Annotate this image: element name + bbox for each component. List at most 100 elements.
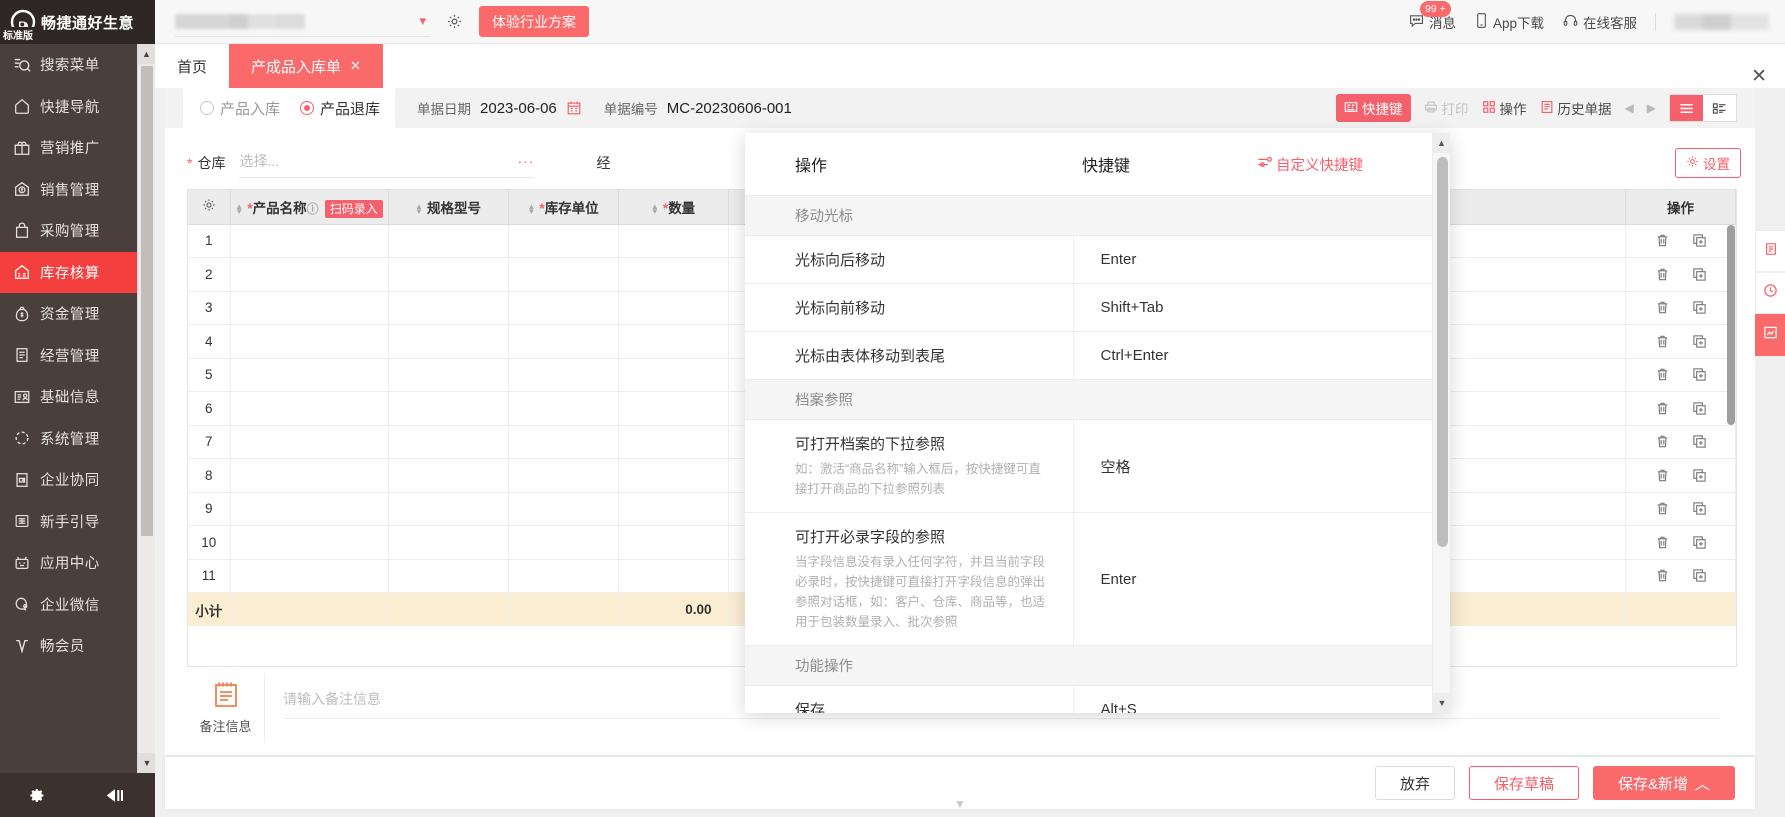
shortcut-keys-button[interactable]: 快捷键	[1336, 94, 1411, 122]
print-button[interactable]: 打印	[1424, 98, 1469, 118]
cell-spec[interactable]	[388, 224, 509, 258]
cell-qty[interactable]	[618, 224, 729, 258]
sort-icon[interactable]: ▲ ▼	[650, 202, 659, 217]
scroll-down-icon[interactable]: ▼	[138, 753, 155, 773]
cell-product[interactable]	[230, 458, 389, 493]
doc-date-field[interactable]: 单据日期 2023-06-06	[417, 98, 582, 118]
cell-product[interactable]	[230, 559, 389, 593]
warehouse-input[interactable]: 选择... ···	[239, 148, 535, 178]
radio-产品入库[interactable]: 产品入库	[200, 98, 280, 119]
cell-spec[interactable]	[388, 458, 509, 493]
cell-unit[interactable]	[508, 391, 619, 426]
sidebar-item-销售管理[interactable]: 销售管理	[0, 169, 137, 211]
cell-spec[interactable]	[388, 492, 509, 526]
sidebar-item-系统管理[interactable]: 系统管理	[0, 418, 137, 460]
cell-unit[interactable]	[508, 358, 619, 392]
gear-icon[interactable]	[202, 199, 216, 215]
cell-qty[interactable]	[618, 458, 729, 493]
cell-unit[interactable]	[508, 525, 619, 560]
scan-entry-tag[interactable]: 扫码录入	[324, 199, 383, 218]
cell-unit[interactable]	[508, 458, 619, 493]
column-header-库存单位[interactable]: ▲ ▼ *库存单位	[508, 190, 619, 225]
sort-icon[interactable]: ▲ ▼	[415, 202, 423, 217]
save-draft-button[interactable]: 保存草稿	[1468, 766, 1579, 800]
rail-clock-button[interactable]	[1755, 272, 1785, 314]
tab-home[interactable]: 首页	[155, 44, 229, 88]
cell-qty[interactable]	[618, 559, 729, 593]
user-name-blurred[interactable]	[1674, 13, 1769, 30]
trash-icon[interactable]	[1655, 468, 1670, 483]
cell-qty[interactable]	[618, 257, 729, 292]
calendar-icon[interactable]	[566, 100, 582, 116]
collapse-icon[interactable]	[104, 788, 126, 803]
column-header-数量[interactable]: ▲ ▼ *数量	[618, 190, 729, 225]
operations-button[interactable]: 操作	[1482, 98, 1527, 118]
cell-product[interactable]	[230, 391, 389, 426]
cell-unit[interactable]	[508, 224, 619, 258]
cell-product[interactable]	[230, 425, 389, 459]
cell-product[interactable]	[230, 291, 389, 325]
caret-up-icon[interactable]: ︿	[1694, 775, 1710, 793]
cell-product[interactable]	[230, 324, 389, 359]
cell-product[interactable]	[230, 492, 389, 526]
trash-icon[interactable]	[1655, 535, 1670, 550]
sidebar-item-资金管理[interactable]: 资金管理	[0, 293, 137, 335]
experience-solution-button[interactable]: 体验行业方案	[479, 6, 589, 37]
rail-doc-button[interactable]	[1755, 230, 1785, 272]
sidebar-item-快捷导航[interactable]: 快捷导航	[0, 86, 137, 128]
copy-add-icon[interactable]	[1692, 300, 1707, 315]
caret-down-icon[interactable]: ▼	[954, 797, 966, 811]
copy-add-icon[interactable]	[1692, 233, 1707, 248]
customize-shortcuts-button[interactable]: 自定义快捷键	[1257, 154, 1363, 175]
cell-unit[interactable]	[508, 425, 619, 459]
cell-qty[interactable]	[618, 492, 729, 526]
trash-icon[interactable]	[1655, 501, 1670, 516]
cell-unit[interactable]	[508, 257, 619, 292]
cell-product[interactable]	[230, 525, 389, 560]
close-icon[interactable]: ✕	[1751, 66, 1767, 87]
warehouse-more-icon[interactable]: ···	[517, 153, 535, 169]
tab-产成品入库单[interactable]: 产成品入库单 ✕	[229, 44, 383, 88]
cell-qty[interactable]	[618, 425, 729, 459]
help-icon[interactable]: ⓘ	[306, 201, 319, 216]
cell-unit[interactable]	[508, 492, 619, 526]
chevron-down-icon[interactable]: ▾	[419, 13, 426, 28]
cell-qty[interactable]	[618, 291, 729, 325]
cell-spec[interactable]	[388, 324, 509, 359]
cell-spec[interactable]	[388, 559, 509, 593]
cell-spec[interactable]	[388, 358, 509, 392]
sort-icon[interactable]: ▲ ▼	[527, 202, 536, 217]
history-docs-button[interactable]: 历史单据	[1540, 98, 1612, 118]
copy-add-icon[interactable]	[1692, 535, 1707, 550]
messages-button[interactable]: 消息 99 +	[1408, 0, 1456, 32]
cell-spec[interactable]	[388, 525, 509, 560]
trash-icon[interactable]	[1655, 568, 1670, 583]
cell-spec[interactable]	[388, 291, 509, 325]
settings-button[interactable]: 设置	[1675, 148, 1741, 178]
column-settings-header[interactable]	[188, 190, 231, 225]
sidebar-item-经营管理[interactable]: 经营管理	[0, 335, 137, 377]
sidebar-item-营销推广[interactable]: 营销推广	[0, 127, 137, 169]
sidebar-item-search[interactable]: 搜索菜单	[0, 44, 137, 86]
cell-spec[interactable]	[388, 391, 509, 426]
trash-icon[interactable]	[1655, 267, 1670, 282]
cell-product[interactable]	[230, 358, 389, 392]
trash-icon[interactable]	[1655, 367, 1670, 382]
scrollbar-thumb[interactable]	[141, 66, 153, 536]
column-header-产品名称[interactable]: ▲ ▼ *产品名称ⓘ 扫码录入	[230, 190, 389, 225]
sidebar-item-应用中心[interactable]: 应用中心	[0, 542, 137, 584]
cell-spec[interactable]	[388, 257, 509, 292]
rail-feedback-button[interactable]	[1755, 314, 1785, 356]
app-download-button[interactable]: App下载	[1474, 12, 1544, 32]
org-selector[interactable]: ▾	[175, 7, 430, 37]
cell-unit[interactable]	[508, 559, 619, 593]
column-header-规格型号[interactable]: ▲ ▼ 规格型号	[388, 190, 509, 225]
caret-right-icon[interactable]: ▶	[1646, 101, 1656, 115]
copy-add-icon[interactable]	[1692, 434, 1707, 449]
sidebar-item-库存核算[interactable]: 库存核算	[0, 251, 137, 293]
sidebar-item-企业协同[interactable]: 企业协同	[0, 459, 137, 501]
cell-product[interactable]	[230, 224, 389, 258]
sidebar-scrollbar[interactable]: ▲ ▼	[137, 44, 155, 773]
list-view-icon[interactable]	[1670, 95, 1703, 121]
caret-left-icon[interactable]: ◀	[1624, 101, 1634, 115]
